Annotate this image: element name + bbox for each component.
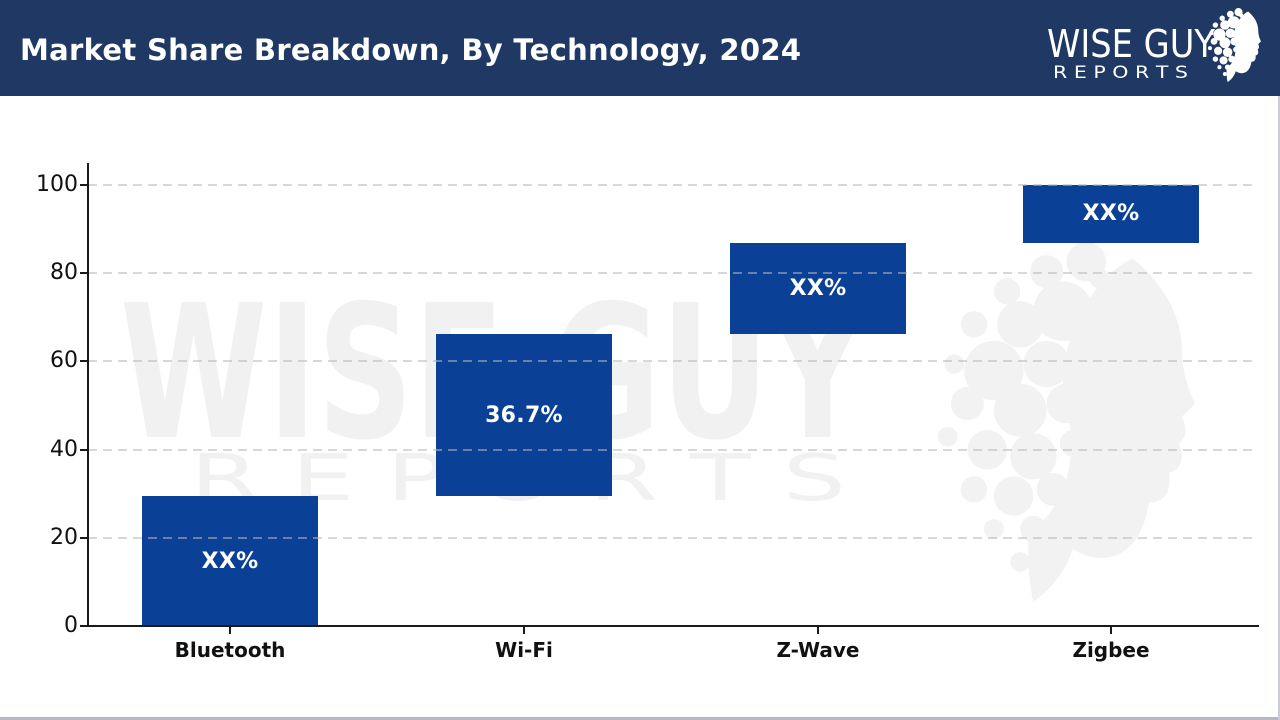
y-tick-mark [80, 625, 88, 627]
header-band: Market Share Breakdown, By Technology, 2… [0, 0, 1280, 96]
logo-head-icon [1207, 8, 1261, 83]
x-category-label: Wi-Fi [495, 638, 553, 662]
gridline-100 [88, 184, 1258, 186]
bar-value-label: 36.7% [485, 402, 563, 428]
x-category-label: Z-Wave [776, 638, 860, 662]
bar-value-label: XX% [201, 548, 259, 574]
y-tick-mark [80, 184, 88, 186]
logo-text-secondary: R E P O R T S [1053, 63, 1188, 83]
gridline-60 [88, 360, 1258, 363]
y-tick-mark [80, 448, 88, 451]
y-tick-label: 40 [50, 436, 78, 462]
y-tick-label: 100 [36, 172, 78, 197]
x-tick-mark [1110, 627, 1112, 634]
x-category-label: Zigbee [1072, 638, 1150, 662]
page-title: Market Share Breakdown, By Technology, 2… [20, 33, 802, 67]
y-tick-mark [80, 272, 88, 275]
gridline-80 [88, 272, 1258, 275]
bar-wi-fi: 36.7% [436, 334, 612, 497]
y-tick-label: 80 [50, 260, 78, 286]
logo: WISE GUY R E P O R T S [1047, 8, 1261, 83]
logo-text-primary: WISE GUY [1047, 22, 1216, 66]
x-tick-mark [817, 627, 819, 634]
x-category-label: Bluetooth [174, 638, 286, 662]
gridline-40 [88, 448, 1258, 451]
bar-value-label: XX% [789, 276, 847, 302]
y-tick-label: 60 [50, 348, 78, 374]
y-tick-mark [80, 536, 88, 539]
gridline-20 [88, 536, 1258, 539]
bar-value-label: XX% [1082, 201, 1140, 227]
x-tick-mark [523, 627, 525, 634]
x-tick-mark [229, 627, 231, 634]
y-tick-label: 20 [50, 524, 78, 550]
y-axis-line [87, 163, 89, 627]
x-axis-line [87, 625, 1259, 627]
image-border-right [1278, 96, 1280, 720]
y-tick-mark [80, 360, 88, 363]
bar-z-wave: XX% [730, 242, 906, 335]
bar-bluetooth: XX% [142, 496, 318, 626]
y-tick-label: 0 [64, 613, 78, 638]
bar-zigbee: XX% [1023, 185, 1199, 243]
image-border-bottom [0, 717, 1280, 720]
